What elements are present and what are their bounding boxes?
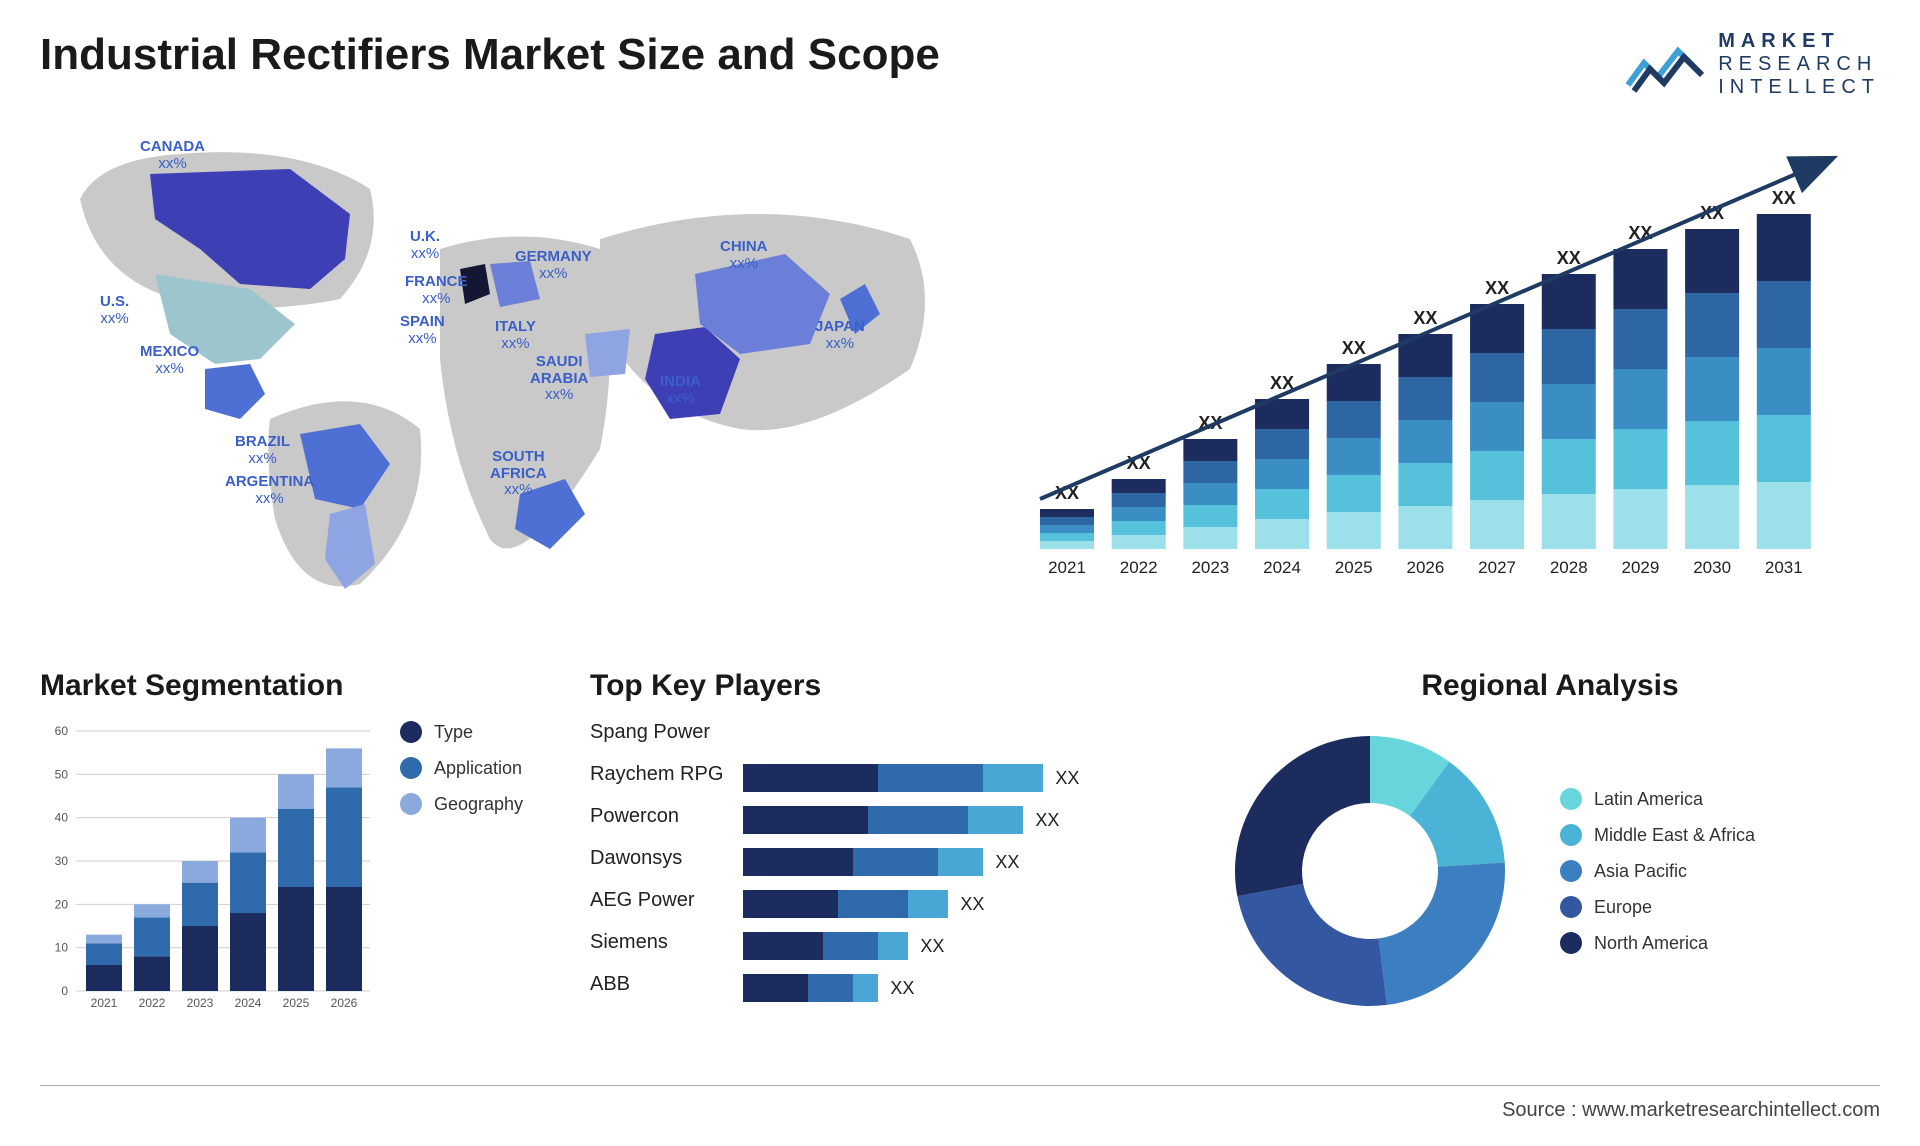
legend-item: Europe: [1560, 896, 1755, 918]
svg-text:50: 50: [55, 767, 69, 781]
svg-text:30: 30: [55, 854, 69, 868]
player-bar-row: XX: [743, 889, 1190, 919]
players-labels: Spang Power Raychem RPG Powercon Dawonsys AE…: [590, 721, 723, 1003]
player-value: XX: [920, 936, 944, 957]
players-title: Top Key Players: [590, 669, 1190, 703]
map-label: JAPANxx%: [815, 319, 865, 352]
svg-text:2028: 2028: [1550, 558, 1588, 577]
legend-item: Application: [400, 757, 523, 779]
growth-chart: XX2021XX2022XX2023XX2024XX2025XX2026XX20…: [1000, 119, 1880, 639]
map-label: GERMANYxx%: [515, 249, 592, 282]
player-label: Raychem RPG: [590, 763, 723, 793]
svg-text:2024: 2024: [235, 996, 262, 1010]
legend-item: Geography: [400, 793, 523, 815]
svg-text:40: 40: [55, 811, 69, 825]
svg-text:XX: XX: [1413, 308, 1437, 328]
svg-text:2022: 2022: [139, 996, 166, 1010]
svg-text:20: 20: [55, 897, 69, 911]
legend-item: Asia Pacific: [1560, 860, 1755, 882]
svg-text:2023: 2023: [187, 996, 214, 1010]
map-label: SAUDIARABIAxx%: [530, 354, 588, 404]
source-attribution: Source : www.marketresearchintellect.com: [1502, 1099, 1880, 1122]
player-value: XX: [960, 894, 984, 915]
player-label: Siemens: [590, 931, 723, 961]
svg-text:XX: XX: [1485, 278, 1509, 298]
map-label: ITALYxx%: [495, 319, 536, 352]
regional-donut-chart: [1220, 721, 1520, 1021]
player-value: XX: [1035, 810, 1059, 831]
svg-text:2021: 2021: [91, 996, 118, 1010]
logo-line2: RESEARCH: [1718, 53, 1880, 76]
segmentation-title: Market Segmentation: [40, 669, 560, 703]
regional-title: Regional Analysis: [1220, 669, 1880, 703]
player-bar-row: [743, 721, 1190, 751]
world-map: CANADAxx% U.S.xx% MEXICOxx% BRAZILxx% ARGENT…: [40, 119, 960, 639]
segmentation-chart: 0 10 20 30 40 50 60 2021 2022 2023 2024 2025 2026: [40, 721, 370, 1021]
svg-text:2025: 2025: [1335, 558, 1373, 577]
svg-text:XX: XX: [1342, 338, 1366, 358]
legend-item: Type: [400, 721, 523, 743]
legend-item: Middle East & Africa: [1560, 824, 1755, 846]
map-label: FRANCExx%: [405, 274, 468, 307]
svg-text:2021: 2021: [1048, 558, 1086, 577]
page-title: Industrial Rectifiers Market Size and Sc…: [40, 30, 940, 80]
map-label: U.S.xx%: [100, 294, 129, 327]
logo-mark-icon: [1624, 33, 1704, 97]
player-value: XX: [995, 852, 1019, 873]
player-bar-row: XX: [743, 931, 1190, 961]
player-bar-row: XX: [743, 973, 1190, 1003]
player-label: ABB: [590, 973, 723, 1003]
player-label: Powercon: [590, 805, 723, 835]
svg-text:2026: 2026: [1406, 558, 1444, 577]
legend-item: Latin America: [1560, 788, 1755, 810]
svg-text:2027: 2027: [1478, 558, 1516, 577]
svg-text:10: 10: [55, 941, 69, 955]
svg-text:2025: 2025: [283, 996, 310, 1010]
logo-line3: INTELLECT: [1718, 76, 1880, 99]
svg-text:2029: 2029: [1622, 558, 1660, 577]
map-label: U.K.xx%: [410, 229, 440, 262]
player-label: AEG Power: [590, 889, 723, 919]
player-value: XX: [890, 978, 914, 999]
regional-legend: Latin America Middle East & Africa Asia Pa…: [1560, 788, 1755, 954]
player-bar-row: XX: [743, 847, 1190, 877]
players-bars-chart: XX XX XX XX XX XX: [743, 721, 1190, 1003]
player-bar-row: XX: [743, 805, 1190, 835]
segmentation-legend: Type Application Geography: [400, 721, 523, 815]
map-label: CANADAxx%: [140, 139, 205, 172]
logo-line1: MARKET: [1718, 30, 1880, 53]
map-label: INDIAxx%: [660, 374, 701, 407]
footer-divider: [40, 1085, 1880, 1086]
svg-text:2023: 2023: [1191, 558, 1229, 577]
map-label: BRAZILxx%: [235, 434, 290, 467]
player-value: XX: [1055, 768, 1079, 789]
svg-text:XX: XX: [1557, 248, 1581, 268]
map-label: ARGENTINAxx%: [225, 474, 314, 507]
svg-text:2031: 2031: [1765, 558, 1803, 577]
svg-text:2026: 2026: [331, 996, 358, 1010]
map-label: SOUTHAFRICAxx%: [490, 449, 547, 499]
svg-text:60: 60: [55, 724, 69, 738]
player-label: Spang Power: [590, 721, 723, 751]
map-label: MEXICOxx%: [140, 344, 199, 377]
player-label: Dawonsys: [590, 847, 723, 877]
map-label: CHINAxx%: [720, 239, 768, 272]
svg-text:0: 0: [61, 984, 68, 998]
brand-logo: MARKET RESEARCH INTELLECT: [1624, 30, 1880, 99]
svg-text:2030: 2030: [1693, 558, 1731, 577]
map-label: SPAINxx%: [400, 314, 445, 347]
svg-text:XX: XX: [1772, 188, 1796, 208]
legend-item: North America: [1560, 932, 1755, 954]
svg-text:2022: 2022: [1120, 558, 1158, 577]
svg-text:2024: 2024: [1263, 558, 1301, 577]
player-bar-row: XX: [743, 763, 1190, 793]
